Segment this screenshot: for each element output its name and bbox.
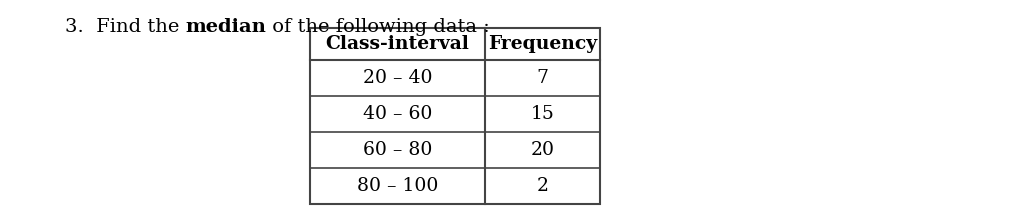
- Text: 2: 2: [537, 177, 549, 195]
- Text: 20: 20: [530, 141, 555, 159]
- Text: 80 – 100: 80 – 100: [356, 177, 438, 195]
- Text: 3.  Find the: 3. Find the: [65, 18, 185, 36]
- Text: 15: 15: [530, 105, 554, 123]
- Text: 40 – 60: 40 – 60: [362, 105, 432, 123]
- Text: 7: 7: [537, 69, 549, 87]
- Text: Class-interval: Class-interval: [326, 35, 469, 53]
- Text: of the following data :: of the following data :: [266, 18, 490, 36]
- Text: 60 – 80: 60 – 80: [362, 141, 432, 159]
- Text: Frequency: Frequency: [487, 35, 597, 53]
- Text: median: median: [185, 18, 266, 36]
- Bar: [310, 28, 600, 204]
- Text: 20 – 40: 20 – 40: [362, 69, 432, 87]
